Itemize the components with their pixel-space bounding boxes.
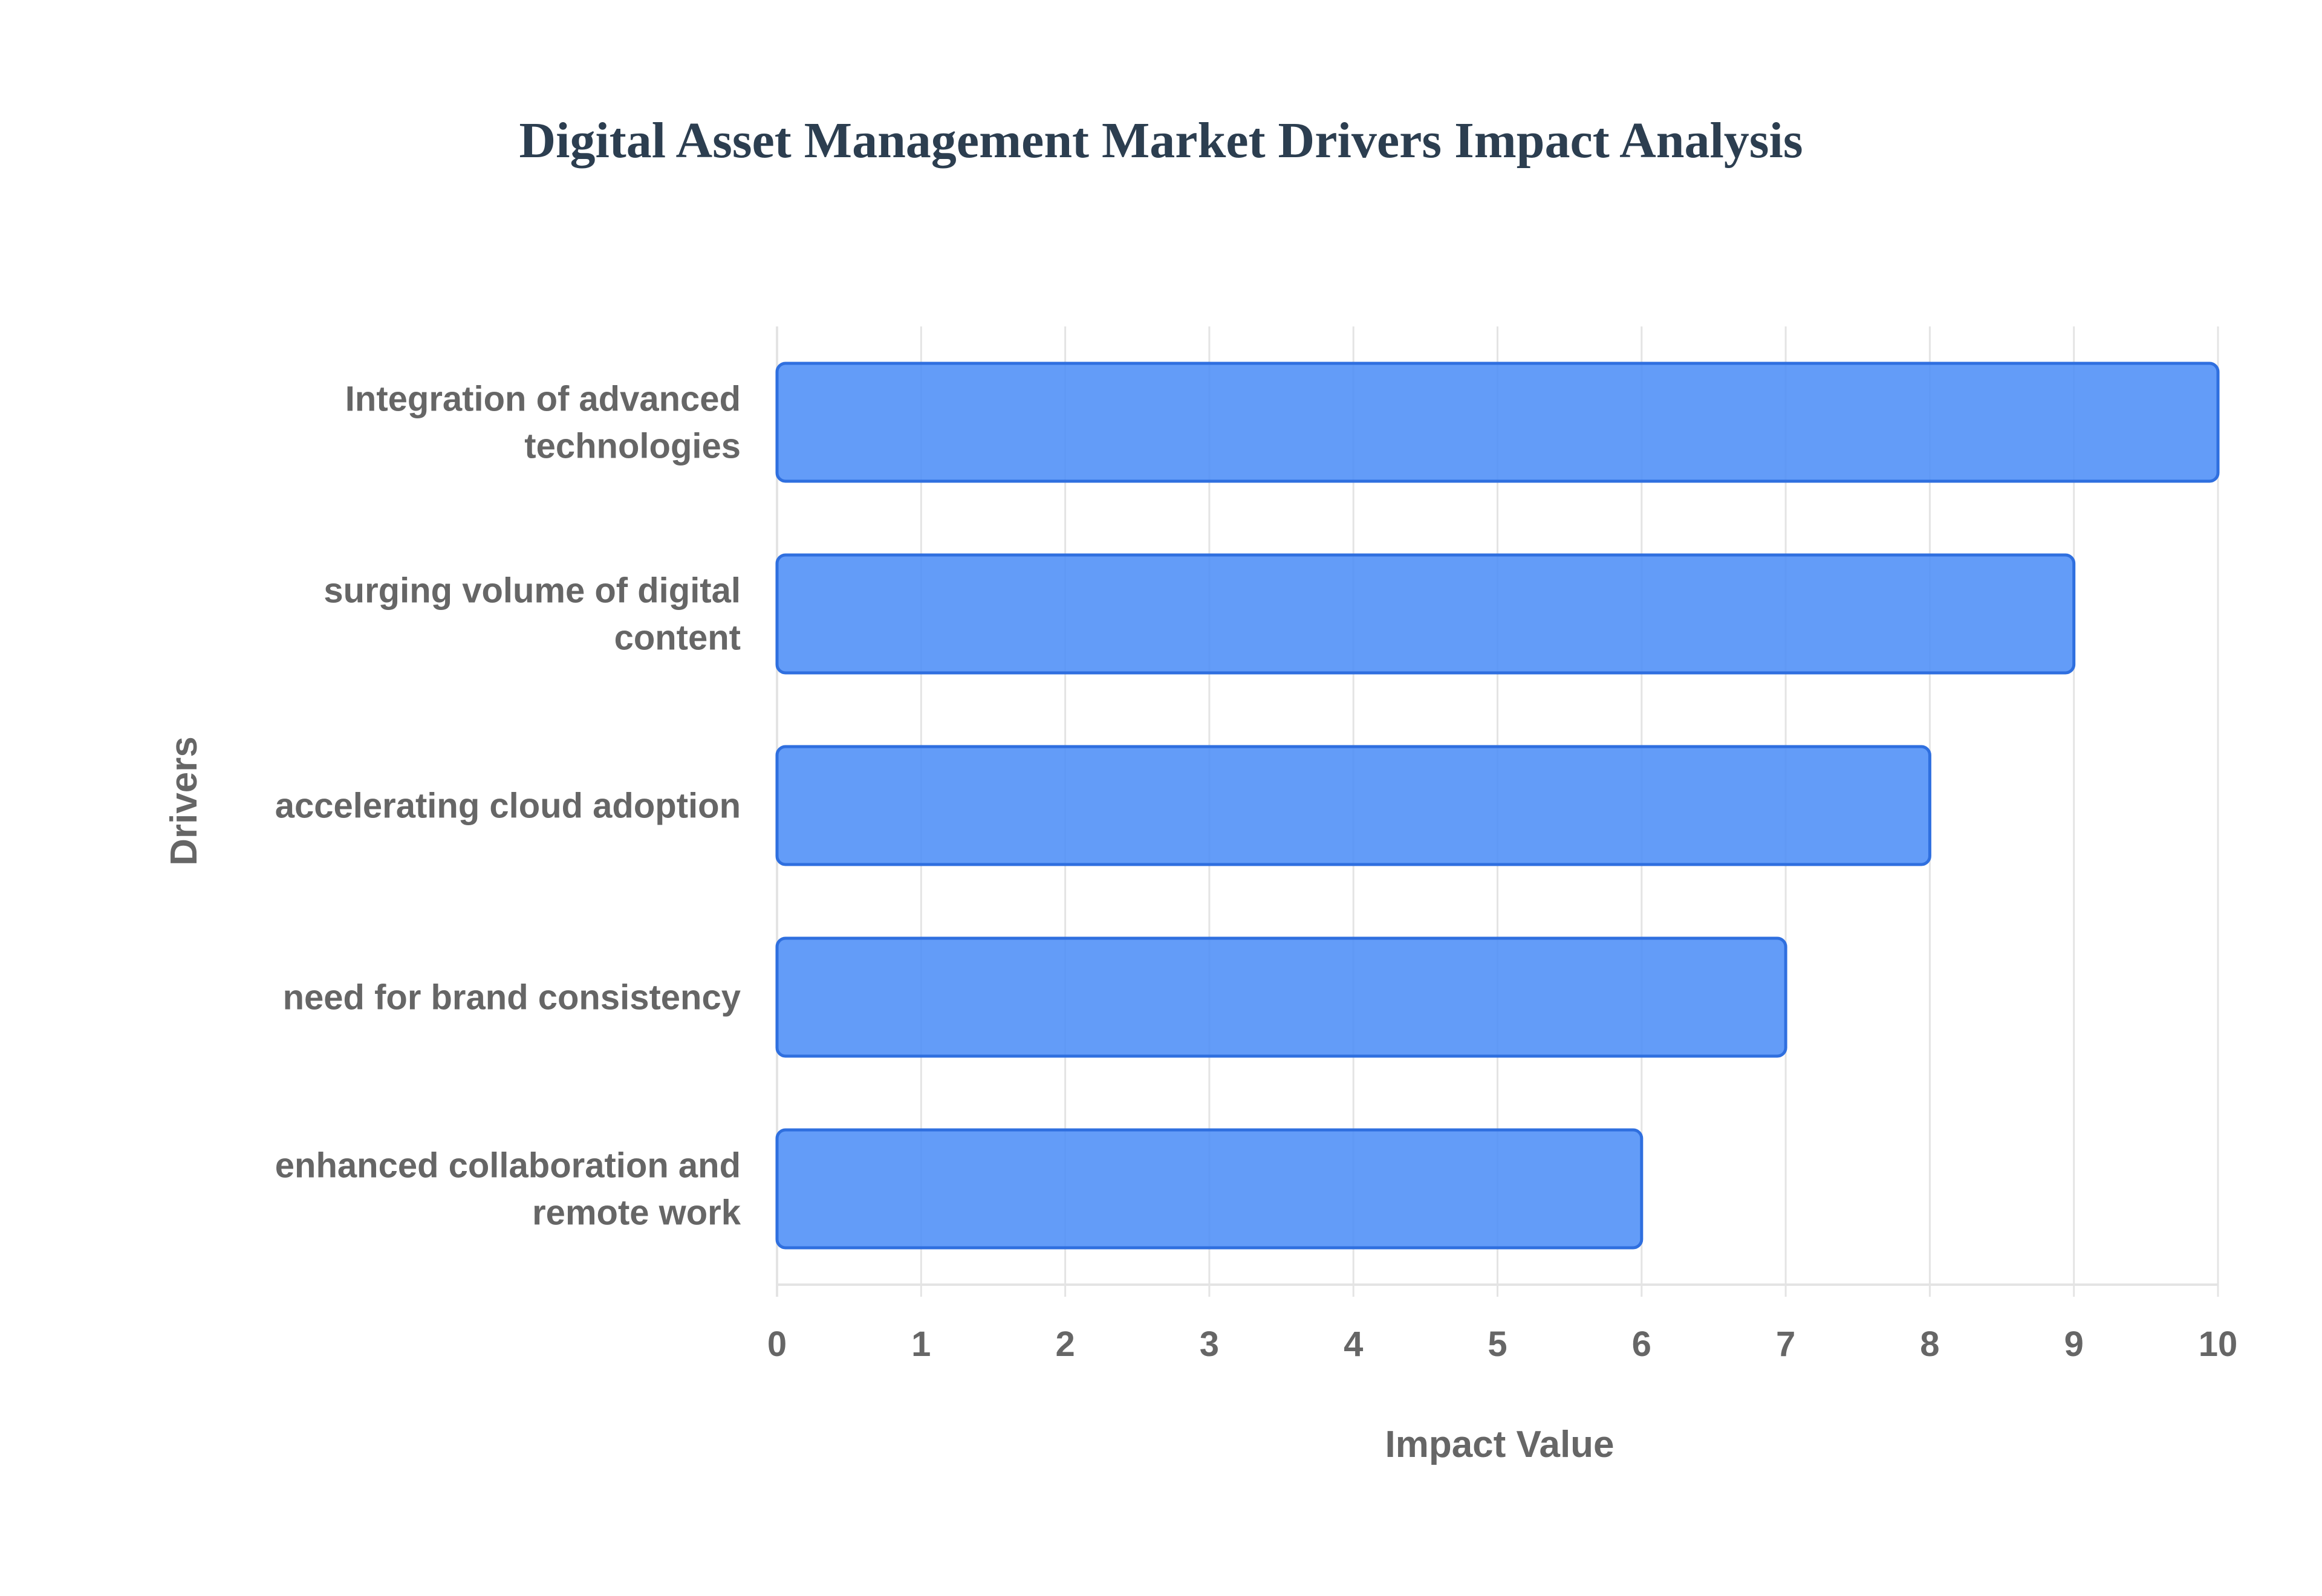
bar-3 (775, 936, 1787, 1058)
x-tick-label: 6 (1632, 1325, 1651, 1364)
x-tick-label: 8 (1920, 1325, 1939, 1364)
x-tick-label: 7 (1776, 1325, 1795, 1364)
category-label: enhanced collaboration and remote work (275, 1146, 741, 1233)
x-tick-labels: 0 1 2 3 4 5 6 7 8 9 10 (767, 1325, 2237, 1364)
category-label-line: enhanced collaboration and (275, 1146, 741, 1186)
bar-0 (775, 362, 2220, 483)
category-label-line: content (614, 618, 741, 658)
x-tick-label: 5 (1488, 1325, 1507, 1364)
category-label: accelerating cloud adoption (275, 787, 741, 826)
bar-2 (775, 745, 1931, 866)
x-tick-label: 3 (1200, 1325, 1219, 1364)
x-tick-label: 0 (767, 1325, 787, 1364)
bar-4 (775, 1128, 1644, 1250)
bar-1 (775, 553, 2076, 675)
bars (775, 362, 2220, 1250)
category-labels: Integration of advanced technologies surgi… (275, 380, 741, 1233)
category-label-line: Integration of advanced (345, 380, 741, 419)
x-tick-label: 1 (911, 1325, 931, 1364)
category-label-line: accelerating cloud adoption (275, 787, 741, 826)
x-tick-label: 2 (1055, 1325, 1075, 1364)
y-axis-title: Drivers (163, 736, 205, 866)
category-label-line: surging volume of digital (324, 571, 741, 611)
x-tick-label: 4 (1344, 1325, 1363, 1364)
x-tick-label: 10 (2199, 1325, 2238, 1364)
category-label: Integration of advanced technologies (345, 380, 741, 466)
x-axis-title: Impact Value (1385, 1424, 1614, 1465)
category-label: surging volume of digital content (324, 571, 741, 658)
chart-title: Digital Asset Management Market Drivers … (519, 112, 1803, 169)
category-label: need for brand consistency (283, 978, 741, 1017)
category-label-line: need for brand consistency (283, 978, 741, 1017)
x-tick-label: 9 (2064, 1325, 2084, 1364)
category-label-line: remote work (532, 1193, 741, 1233)
category-label-line: technologies (524, 427, 741, 466)
